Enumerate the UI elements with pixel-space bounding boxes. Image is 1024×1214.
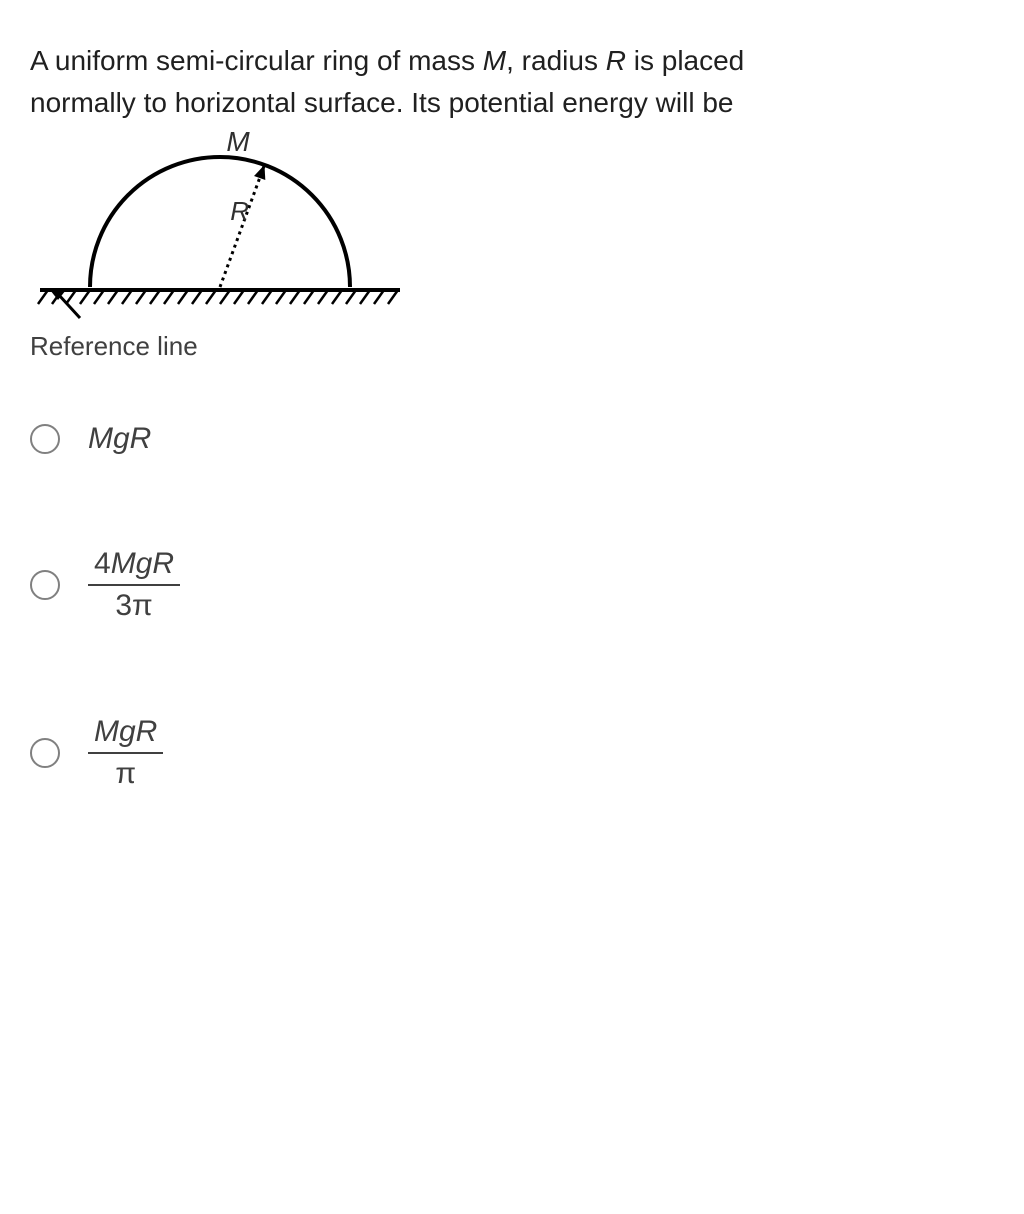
options-list: MgR 4MgR 3π MgR π <box>30 422 994 792</box>
option-label: 4MgR 3π <box>88 546 180 624</box>
denominator: 3π <box>109 586 158 624</box>
term: MgR <box>111 547 174 580</box>
radio-icon[interactable] <box>30 738 60 768</box>
fraction: MgR π <box>88 714 163 792</box>
option-3[interactable]: MgR π <box>30 714 994 792</box>
option-label: MgR π <box>88 714 163 792</box>
semicircle-diagram: MR <box>30 132 410 322</box>
option-label: MgR <box>88 422 151 456</box>
term: MgR <box>94 715 157 748</box>
reference-line-label: Reference line <box>30 331 994 362</box>
pi-symbol: π <box>132 589 153 622</box>
question-part: , radius <box>506 45 606 76</box>
numerator: 4MgR <box>88 546 180 586</box>
question-text: A uniform semi-circular ring of mass M, … <box>30 40 994 124</box>
diagram: MR Reference line <box>30 132 994 362</box>
fraction: 4MgR 3π <box>88 546 180 624</box>
coef: 4 <box>94 547 111 580</box>
numerator: MgR <box>88 714 163 754</box>
question-part: is placed <box>626 45 744 76</box>
denominator: π <box>109 754 142 792</box>
radio-icon[interactable] <box>30 570 60 600</box>
radio-icon[interactable] <box>30 424 60 454</box>
mass-variable: M <box>483 45 506 76</box>
question-part: A uniform semi-circular ring of mass <box>30 45 483 76</box>
question-part: normally to horizontal surface. Its pote… <box>30 87 733 118</box>
radius-variable: R <box>606 45 626 76</box>
pi-symbol: π <box>115 757 136 790</box>
option-1[interactable]: MgR <box>30 422 994 456</box>
coef: 3 <box>115 589 132 622</box>
svg-text:M: M <box>226 132 250 157</box>
option-text: MgR <box>88 422 151 455</box>
svg-text:R: R <box>230 196 249 226</box>
option-2[interactable]: 4MgR 3π <box>30 546 994 624</box>
